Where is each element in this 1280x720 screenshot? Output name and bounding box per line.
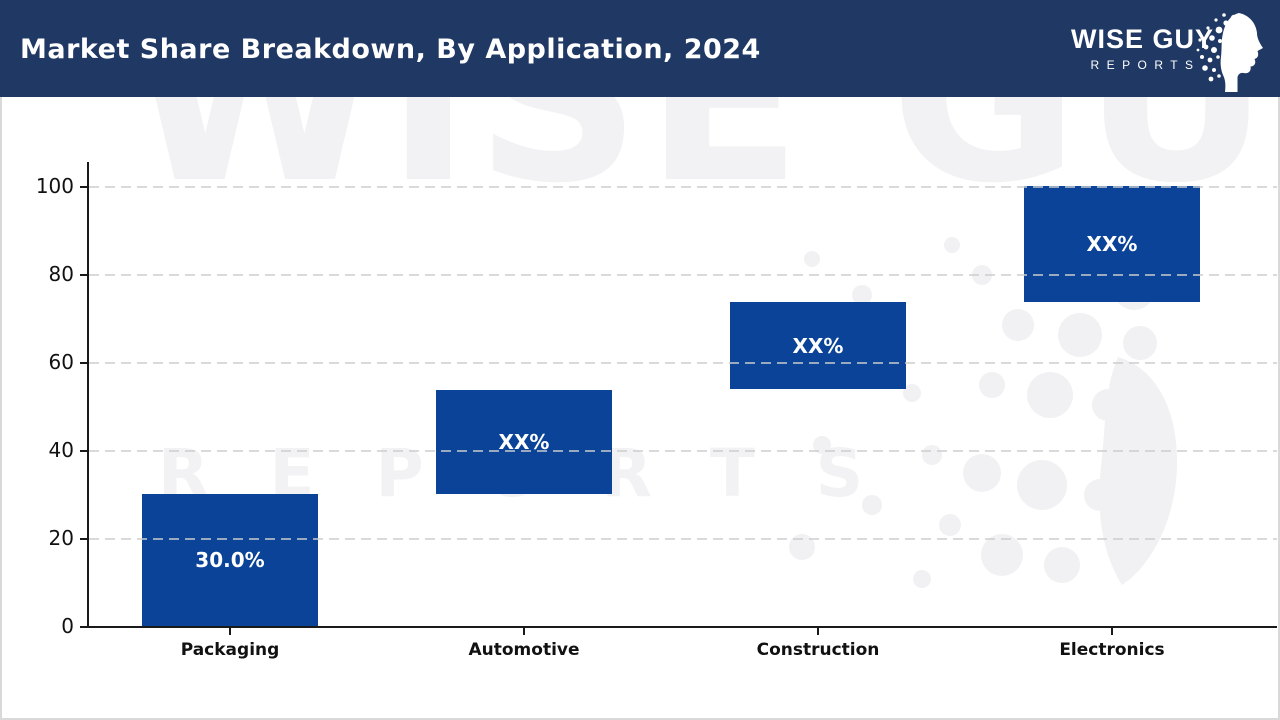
x-category-label: Automotive bbox=[468, 640, 580, 660]
y-tick-mark bbox=[80, 450, 87, 452]
gridline bbox=[89, 538, 1277, 540]
y-axis-line bbox=[87, 162, 89, 628]
y-tick-label: 0 bbox=[61, 614, 74, 638]
logo-wordmark: WISE GUY REPORTS bbox=[1071, 24, 1214, 72]
logo-wordmark-line2: REPORTS bbox=[1090, 58, 1201, 72]
logo-head-profile-icon bbox=[1196, 13, 1263, 92]
x-category-label: Packaging bbox=[180, 640, 280, 660]
x-tick-mark bbox=[1111, 628, 1113, 635]
y-tick-mark bbox=[80, 538, 87, 540]
bar-value-label: 30.0% bbox=[195, 548, 265, 572]
bar-value-label: XX% bbox=[792, 333, 844, 358]
header-bar: Market Share Breakdown, By Application, … bbox=[0, 0, 1280, 97]
y-tick-label: 20 bbox=[48, 526, 74, 550]
y-tick-mark bbox=[80, 274, 87, 276]
y-tick-mark bbox=[80, 626, 87, 628]
x-tick-mark bbox=[229, 628, 231, 635]
bar-electronics bbox=[1024, 186, 1200, 303]
gridline bbox=[89, 362, 1277, 364]
chart-title: Market Share Breakdown, By Application, … bbox=[20, 34, 761, 65]
bar-value-label: XX% bbox=[1086, 232, 1138, 257]
y-tick-label: 40 bbox=[48, 438, 74, 462]
y-tick-mark bbox=[80, 186, 87, 188]
x-category-label: Construction bbox=[756, 640, 880, 660]
y-tick-label: 60 bbox=[48, 350, 74, 374]
logo-wordmark-line1: WISE GUY bbox=[1070, 24, 1214, 54]
bar-automotive bbox=[436, 390, 612, 494]
x-axis-line bbox=[87, 626, 1277, 628]
wiseguy-logo: WISE GUY REPORTS bbox=[1016, 6, 1266, 92]
x-category-label: Electronics bbox=[1059, 640, 1165, 660]
bar-packaging bbox=[142, 494, 318, 626]
gridline bbox=[89, 274, 1277, 276]
gridline bbox=[89, 450, 1277, 452]
bar-value-label: XX% bbox=[498, 430, 550, 455]
y-tick-mark bbox=[80, 362, 87, 364]
gridline bbox=[89, 186, 1277, 188]
y-tick-label: 80 bbox=[48, 262, 74, 286]
bar-construction bbox=[730, 302, 906, 389]
x-tick-mark bbox=[817, 628, 819, 635]
x-tick-mark bbox=[523, 628, 525, 635]
y-tick-label: 100 bbox=[35, 174, 74, 198]
